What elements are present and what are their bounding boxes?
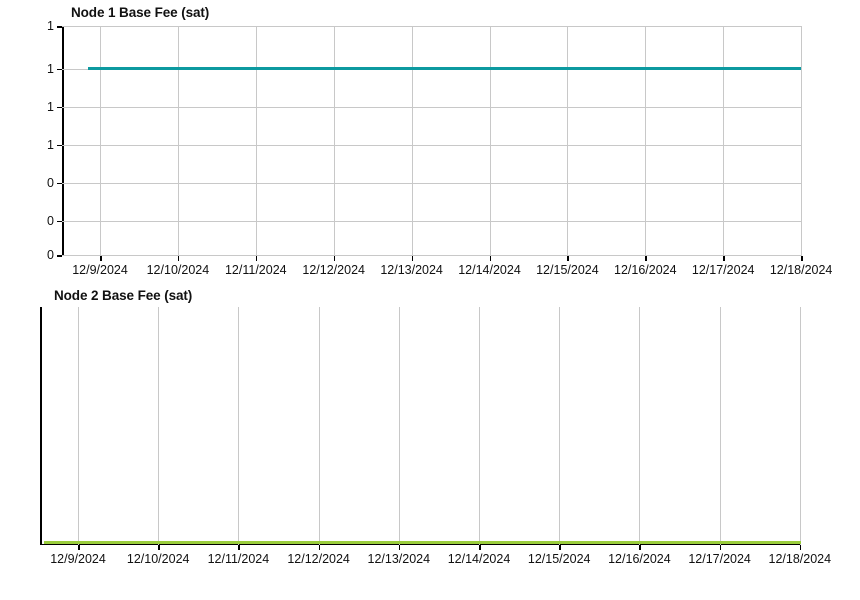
gridline-vertical bbox=[100, 26, 101, 256]
y-axis-label: 1 bbox=[47, 61, 54, 76]
x-axis-label: 12/18/2024 bbox=[768, 552, 832, 566]
x-axis-label: 12/16/2024 bbox=[608, 552, 671, 566]
x-axis-label: 12/9/2024 bbox=[50, 552, 106, 566]
x-axis-label: 12/9/2024 bbox=[72, 263, 128, 277]
y-tick bbox=[57, 144, 62, 146]
x-axis-label: 12/10/2024 bbox=[126, 552, 190, 566]
x-tick bbox=[559, 545, 561, 550]
y-axis-label: 0 bbox=[47, 248, 54, 262]
gridline-horizontal bbox=[62, 106, 801, 108]
y-axis-line-2 bbox=[40, 307, 42, 545]
x-tick bbox=[100, 256, 102, 261]
gridline-vertical bbox=[78, 307, 79, 545]
gridline-horizontal bbox=[62, 182, 801, 184]
series-line-node-1 bbox=[88, 67, 801, 70]
x-axis-label: 12/17/2024 bbox=[688, 552, 751, 566]
x-tick bbox=[255, 256, 258, 261]
y-tick bbox=[57, 26, 62, 28]
x-axis-label: 12/12/2024 bbox=[302, 263, 365, 277]
gridline-vertical bbox=[639, 307, 641, 545]
x-axis-label: 12/15/2024 bbox=[527, 552, 591, 566]
x-tick bbox=[645, 256, 647, 261]
y-tick bbox=[57, 255, 62, 257]
series-line-node-2 bbox=[44, 541, 801, 544]
x-axis-label: 12/12/2024 bbox=[287, 552, 350, 566]
y-axis-label: 1 bbox=[47, 99, 54, 114]
x-axis-label: 12/10/2024 bbox=[146, 263, 210, 277]
plot-area-node-1: 1 1 1 1 0 0 0 12/9/2024 12/10/2024 12/11/2024 12/1… bbox=[47, 19, 832, 277]
x-tick bbox=[479, 545, 481, 550]
gridline-vertical bbox=[398, 307, 400, 545]
x-axis-label: 12/15/2024 bbox=[536, 263, 599, 277]
x-tick bbox=[411, 256, 414, 261]
gridline-vertical bbox=[559, 307, 561, 545]
x-tick bbox=[723, 256, 725, 261]
x-tick bbox=[398, 545, 401, 550]
y-tick bbox=[57, 220, 62, 222]
gridline-vertical bbox=[318, 307, 320, 545]
chart-title-node-2: Node 2 Base Fee (sat) bbox=[54, 288, 193, 303]
gridline-vertical bbox=[719, 307, 721, 545]
gridline-vertical bbox=[799, 307, 801, 545]
gridline-horizontal bbox=[62, 220, 801, 222]
gridline-vertical bbox=[567, 26, 569, 256]
x-axis-label: 12/16/2024 bbox=[614, 263, 677, 277]
y-axis-line-1 bbox=[62, 26, 64, 256]
x-tick bbox=[567, 256, 569, 261]
x-axis-label: 12/11/2024 bbox=[207, 552, 270, 566]
x-tick bbox=[801, 256, 803, 261]
y-tick bbox=[57, 68, 62, 70]
gridline-vertical bbox=[238, 307, 240, 545]
plot-area-node-2: 12/9/2024 12/10/2024 12/11/2024 12/12/2024 1… bbox=[40, 307, 831, 566]
x-axis-label: 12/14/2024 bbox=[447, 552, 511, 566]
gridline-vertical bbox=[479, 307, 480, 545]
gridline-vertical bbox=[489, 26, 491, 256]
gridline-vertical bbox=[645, 26, 647, 256]
x-tick bbox=[639, 545, 641, 550]
series-layer-node-2 bbox=[40, 307, 801, 545]
gridline-vertical bbox=[723, 26, 725, 256]
x-tick bbox=[177, 256, 180, 261]
x-tick bbox=[78, 545, 80, 550]
x-axis-label: 12/18/2024 bbox=[769, 263, 833, 277]
chart-panel-node-2: Node 2 Base Fee (sat) 12/9/2024 12/10/202… bbox=[0, 283, 860, 600]
x-axis-label: 12/13/2024 bbox=[367, 552, 431, 566]
x-tick bbox=[799, 545, 802, 550]
x-tick bbox=[489, 256, 491, 261]
gridline-vertical bbox=[333, 26, 335, 256]
gridline-horizontal bbox=[62, 26, 801, 27]
gridline-vertical bbox=[255, 26, 257, 256]
x-axis-label: 12/14/2024 bbox=[458, 263, 521, 277]
gridline-horizontal bbox=[62, 144, 801, 146]
x-tick bbox=[238, 545, 240, 550]
series-layer-node-1 bbox=[62, 26, 801, 256]
x-tick bbox=[719, 545, 722, 550]
x-axis-line-2 bbox=[40, 543, 801, 545]
gridline-vertical bbox=[158, 307, 160, 545]
y-tick bbox=[57, 182, 62, 184]
x-axis-label: 12/13/2024 bbox=[380, 263, 443, 277]
x-axis-label: 12/11/2024 bbox=[224, 263, 287, 277]
gridline-vertical bbox=[411, 26, 413, 256]
y-axis-label: 1 bbox=[47, 137, 54, 152]
y-tick bbox=[57, 106, 62, 108]
gridline-vertical bbox=[801, 26, 803, 256]
x-tick bbox=[318, 545, 321, 550]
y-axis-label: 0 bbox=[47, 175, 54, 190]
chart-panel-node-1: Node 1 Base Fee (sat) 1 1 1 1 0 0 0 12/9/2024 12… bbox=[0, 0, 860, 285]
gridline-horizontal bbox=[62, 255, 801, 256]
chart-title-node-1: Node 1 Base Fee (sat) bbox=[71, 5, 210, 20]
x-tick bbox=[158, 545, 160, 550]
gridline-vertical bbox=[177, 26, 179, 256]
x-tick bbox=[333, 256, 336, 261]
x-axis-label: 12/17/2024 bbox=[691, 263, 755, 277]
y-axis-label: 0 bbox=[47, 213, 54, 228]
y-axis-label: 1 bbox=[47, 19, 54, 33]
